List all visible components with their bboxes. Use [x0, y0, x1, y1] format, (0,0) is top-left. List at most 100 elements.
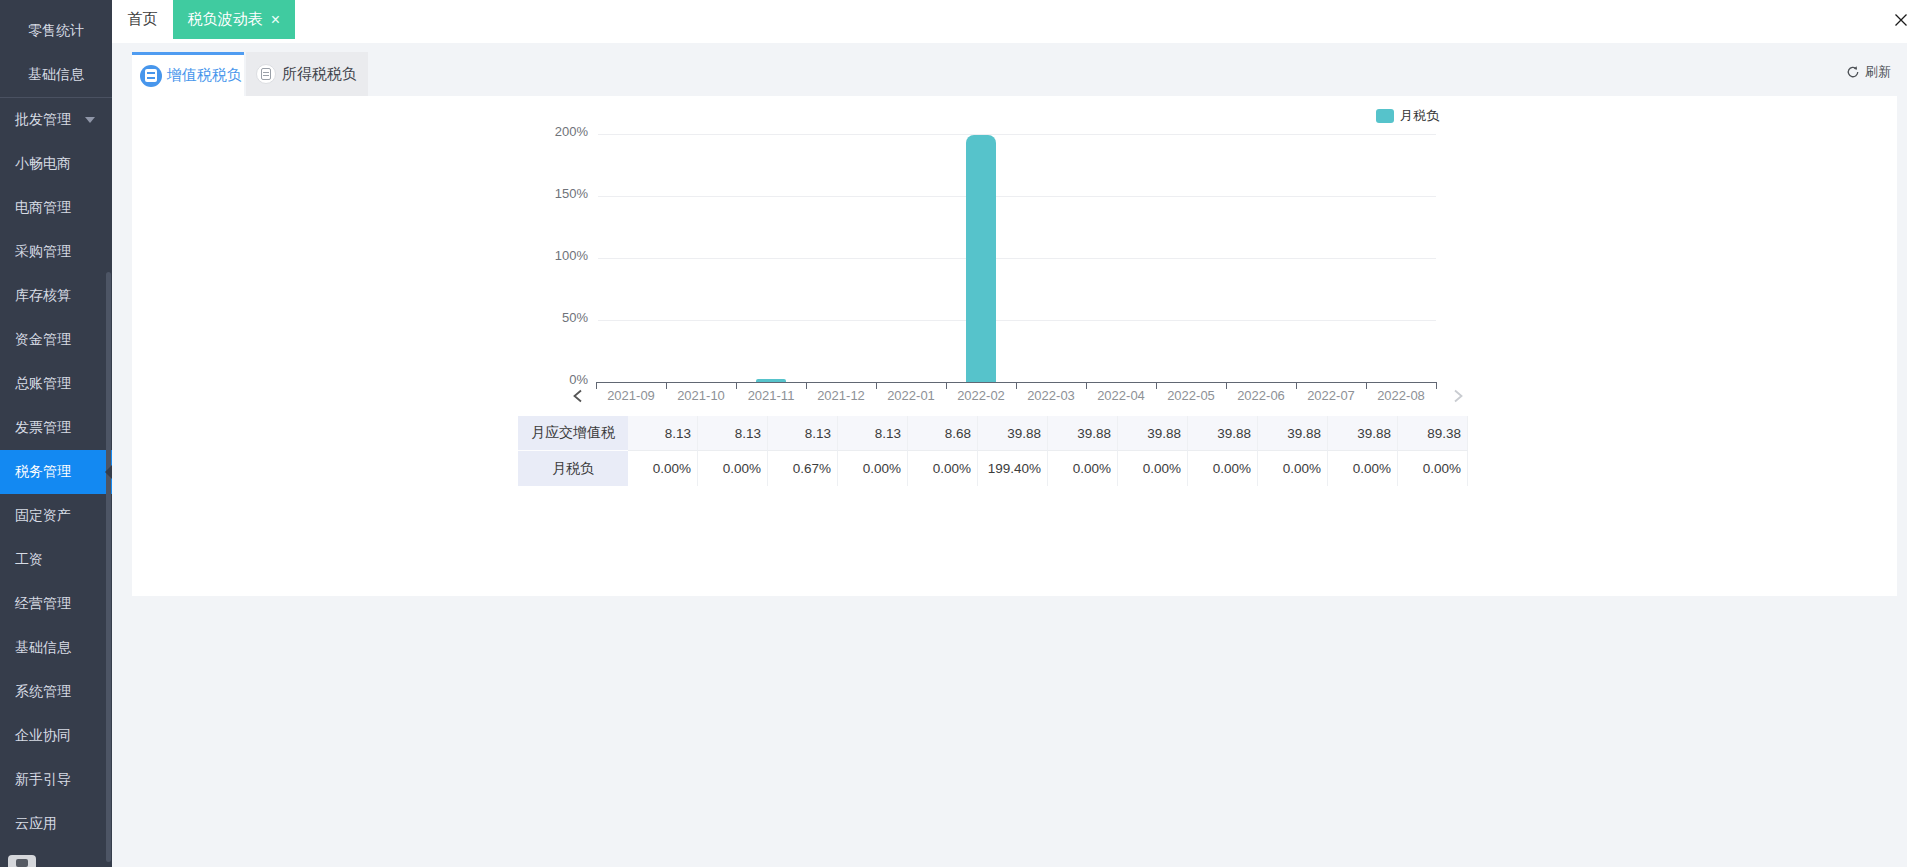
x-axis-category-label: 2022-03: [1016, 388, 1086, 404]
row-label: 月应交增值税: [518, 416, 628, 451]
legend-swatch[interactable]: [1376, 109, 1394, 123]
collapse-icon: [16, 859, 28, 867]
x-axis-category-label: 2022-05: [1156, 388, 1226, 404]
gridline: [598, 134, 1436, 135]
x-axis-category-label: 2021-11: [736, 388, 806, 404]
sidebar-item-label: 采购管理: [15, 243, 71, 261]
sidebar-item-label: 系统管理: [15, 683, 71, 701]
sidebar-item-label: 总账管理: [15, 375, 71, 393]
table-cell: 0.00%: [1258, 451, 1328, 486]
sidebar-item[interactable]: 系统管理: [0, 670, 112, 714]
sidebar-item[interactable]: 新手引导: [0, 758, 112, 802]
tab-vat-tax-burden[interactable]: 增值税税负: [132, 52, 244, 96]
y-axis-tick-label: 150%: [518, 186, 588, 204]
legend-label[interactable]: 月税负: [1400, 107, 1439, 125]
sidebar-item[interactable]: 总账管理: [0, 362, 112, 406]
x-axis-category-label: 2021-09: [596, 388, 666, 404]
gridline: [598, 196, 1436, 197]
table-cell: 0.00%: [698, 451, 768, 486]
sidebar-item[interactable]: 发票管理: [0, 406, 112, 450]
chart-next-icon[interactable]: [1452, 389, 1464, 403]
sidebar-item[interactable]: 采购管理: [0, 230, 112, 274]
tab-income-tax-burden[interactable]: 所得税税负: [246, 52, 368, 96]
sidebar-item[interactable]: 小畅电商: [0, 142, 112, 186]
y-axis-tick-label: 200%: [518, 124, 588, 142]
x-axis-category-label: 2022-04: [1086, 388, 1156, 404]
x-axis-tick: [1016, 383, 1017, 389]
x-axis-tick: [666, 383, 667, 389]
x-axis-category-label: 2021-10: [666, 388, 736, 404]
sidebar-item-label: 资金管理: [15, 331, 71, 349]
x-axis-tick: [1156, 383, 1157, 389]
table-cell: 0.00%: [1398, 451, 1468, 486]
sidebar-item-label: 基础信息: [15, 639, 71, 657]
vat-tab-icon: [140, 65, 162, 87]
x-axis-tick: [736, 383, 737, 389]
sidebar-item[interactable]: 云应用: [0, 802, 112, 846]
bar[interactable]: [966, 135, 996, 382]
x-axis-tick: [1086, 383, 1087, 389]
y-axis-tick-label: 0%: [518, 372, 588, 390]
sidebar-top-group: 零售统计基础信息: [0, 0, 112, 97]
sidebar-item-label: 云应用: [15, 815, 57, 833]
table-cell: 0.00%: [1188, 451, 1258, 486]
sidebar-item-label: 小畅电商: [15, 155, 71, 173]
table-cell: 39.88: [978, 416, 1048, 451]
tab-income-label: 所得税税负: [282, 65, 357, 84]
sidebar-item[interactable]: 工资: [0, 538, 112, 582]
table-cell: 8.68: [908, 416, 978, 451]
sidebar-item[interactable]: 电商管理: [0, 186, 112, 230]
x-axis-category-label: 2022-08: [1366, 388, 1436, 404]
sidebar-item[interactable]: 资金管理: [0, 318, 112, 362]
row-label: 月税负: [518, 451, 628, 486]
sidebar-item[interactable]: 企业协同: [0, 714, 112, 758]
sidebar-item[interactable]: 库存核算: [0, 274, 112, 318]
sidebar-scrollbar[interactable]: [106, 272, 111, 862]
tax-table: 月应交增值税8.138.138.138.138.6839.8839.8839.8…: [518, 416, 1468, 486]
sidebar-item[interactable]: 零售统计: [0, 9, 112, 53]
gridline: [598, 258, 1436, 259]
table-cell: 0.00%: [628, 451, 698, 486]
sidebar-item[interactable]: 税务管理: [0, 450, 112, 494]
sidebar-collapse-button[interactable]: [8, 855, 36, 867]
tab-home[interactable]: 首页: [112, 0, 173, 39]
active-item-notch: [105, 465, 112, 479]
tab-home-label: 首页: [128, 10, 158, 29]
income-tax-tab-icon: [256, 64, 276, 84]
sidebar-item[interactable]: 经营管理: [0, 582, 112, 626]
sidebar-item-label: 电商管理: [15, 199, 71, 217]
table-cell: 8.13: [628, 416, 698, 451]
tab-close-icon[interactable]: ×: [271, 12, 280, 28]
x-axis-line: [596, 382, 1437, 383]
x-axis-tick: [876, 383, 877, 389]
y-axis-tick-label: 50%: [518, 310, 588, 328]
x-axis-tick: [596, 383, 597, 389]
x-axis-tick: [806, 383, 807, 389]
table-cell: 8.13: [698, 416, 768, 451]
sidebar-item[interactable]: 批发管理: [0, 98, 112, 142]
refresh-button[interactable]: 刷新: [1846, 61, 1891, 83]
tab-tax-fluctuation[interactable]: 税负波动表 ×: [173, 0, 295, 39]
sidebar-item-label: 批发管理: [15, 111, 71, 129]
x-axis-category-label: 2022-02: [946, 388, 1016, 404]
sidebar-item-label: 固定资产: [15, 507, 71, 525]
tab-tax-fluctuation-label: 税负波动表: [188, 10, 263, 29]
chart-prev-icon[interactable]: [572, 389, 584, 403]
x-axis-category-label: 2022-06: [1226, 388, 1296, 404]
chevron-down-icon: [85, 117, 95, 123]
table-cell: 0.67%: [768, 451, 838, 486]
x-axis-category-label: 2021-12: [806, 388, 876, 404]
sidebar-item-label: 工资: [15, 551, 43, 569]
table-cell: 0.00%: [1048, 451, 1118, 486]
sidebar-item[interactable]: 基础信息: [0, 53, 112, 97]
x-axis-category-label: 2022-07: [1296, 388, 1366, 404]
table-cell: 0.00%: [1118, 451, 1188, 486]
sidebar-item[interactable]: 固定资产: [0, 494, 112, 538]
sidebar-menu: 批发管理小畅电商电商管理采购管理库存核算资金管理总账管理发票管理税务管理固定资产…: [0, 98, 112, 846]
window-close-icon[interactable]: [1893, 12, 1907, 28]
sidebar-item[interactable]: 基础信息: [0, 626, 112, 670]
refresh-icon: [1846, 65, 1860, 79]
chart-panel: 月税负 0%50%100%150%200%2021-092021-102021-…: [132, 96, 1897, 596]
x-axis-tick: [1366, 383, 1367, 389]
y-axis-tick-label: 100%: [518, 248, 588, 266]
